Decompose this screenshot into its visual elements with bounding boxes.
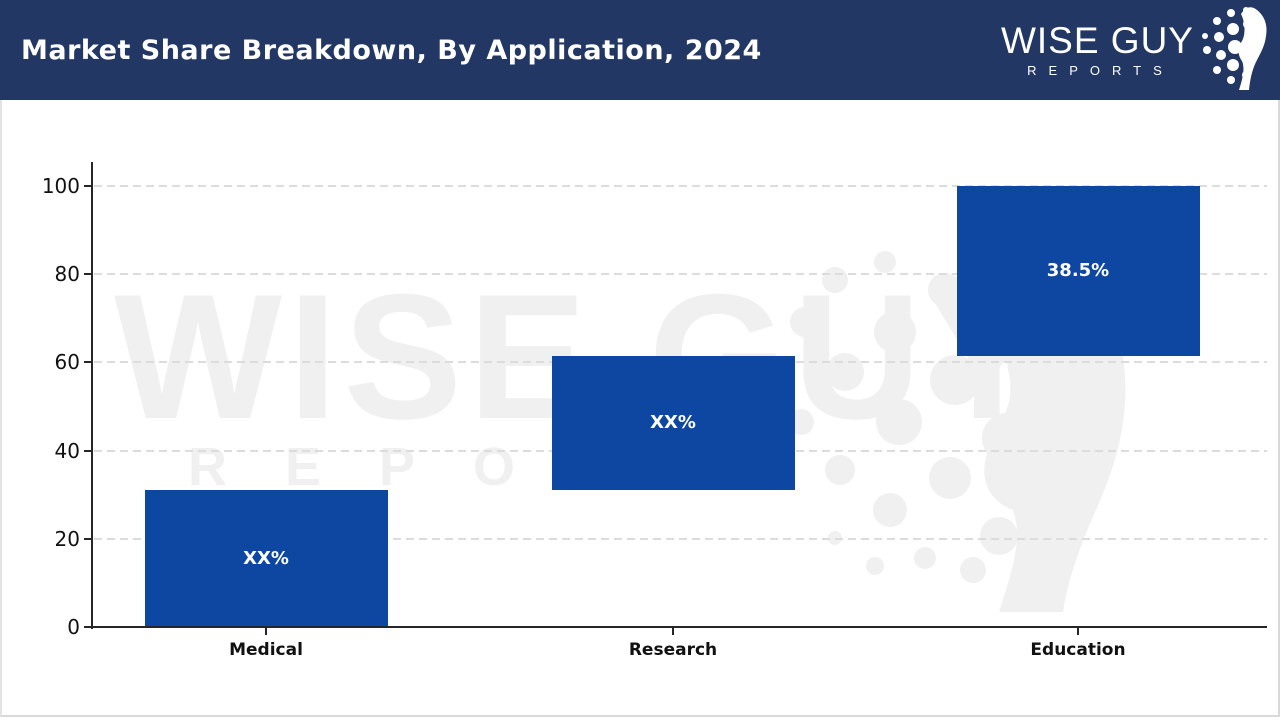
- x-axis-line: [91, 626, 1267, 628]
- y-axis-tick-label: 80: [54, 262, 80, 287]
- brand-name-text: WISE GUY: [1000, 20, 1194, 61]
- x-axis-tick: [1077, 628, 1079, 635]
- bar-medical: [144, 490, 388, 627]
- y-axis-tick: [84, 626, 92, 628]
- y-axis-line: [91, 162, 93, 629]
- y-axis-tick: [84, 185, 92, 187]
- category-label: Research: [628, 640, 718, 660]
- bar-value-label: XX%: [243, 547, 289, 569]
- y-axis-tick-label: 100: [41, 174, 80, 198]
- brand-wordmark: WISE GUY REPORTS: [1001, 22, 1194, 78]
- chart-canvas: WISE GUY REPORTS 020406080100XX%MedicalX…: [0, 100, 1280, 717]
- category-label: Medical: [229, 640, 303, 660]
- x-axis-tick: [265, 628, 267, 635]
- y-axis-tick: [84, 273, 92, 276]
- category-label: Education: [1030, 640, 1126, 660]
- page-title: Market Share Breakdown, By Application, …: [21, 34, 762, 66]
- gridline: [94, 537, 1267, 540]
- gridline: [94, 185, 1267, 187]
- y-axis-tick-label: 60: [54, 350, 80, 375]
- gridline: [94, 273, 1267, 276]
- y-axis-tick: [84, 361, 92, 364]
- brand-logo: WISE GUY REPORTS: [1001, 0, 1268, 100]
- bar-value-label: 38.5%: [1046, 259, 1110, 281]
- bar-education: [956, 186, 1200, 356]
- y-axis-tick-label: 20: [54, 526, 80, 551]
- wiseguy-head-logo-icon: [1198, 4, 1268, 96]
- bar-research: [551, 355, 795, 491]
- y-axis-tick: [84, 537, 92, 540]
- y-axis-tick-label: 40: [54, 438, 80, 463]
- bar-value-label: XX%: [650, 412, 696, 434]
- header-bar: Market Share Breakdown, By Application, …: [0, 0, 1280, 100]
- y-axis-tick-label: 0: [67, 615, 80, 639]
- y-axis-tick: [84, 449, 92, 452]
- x-axis-tick: [672, 628, 674, 635]
- brand-subtitle-text: REPORTS: [1027, 63, 1174, 78]
